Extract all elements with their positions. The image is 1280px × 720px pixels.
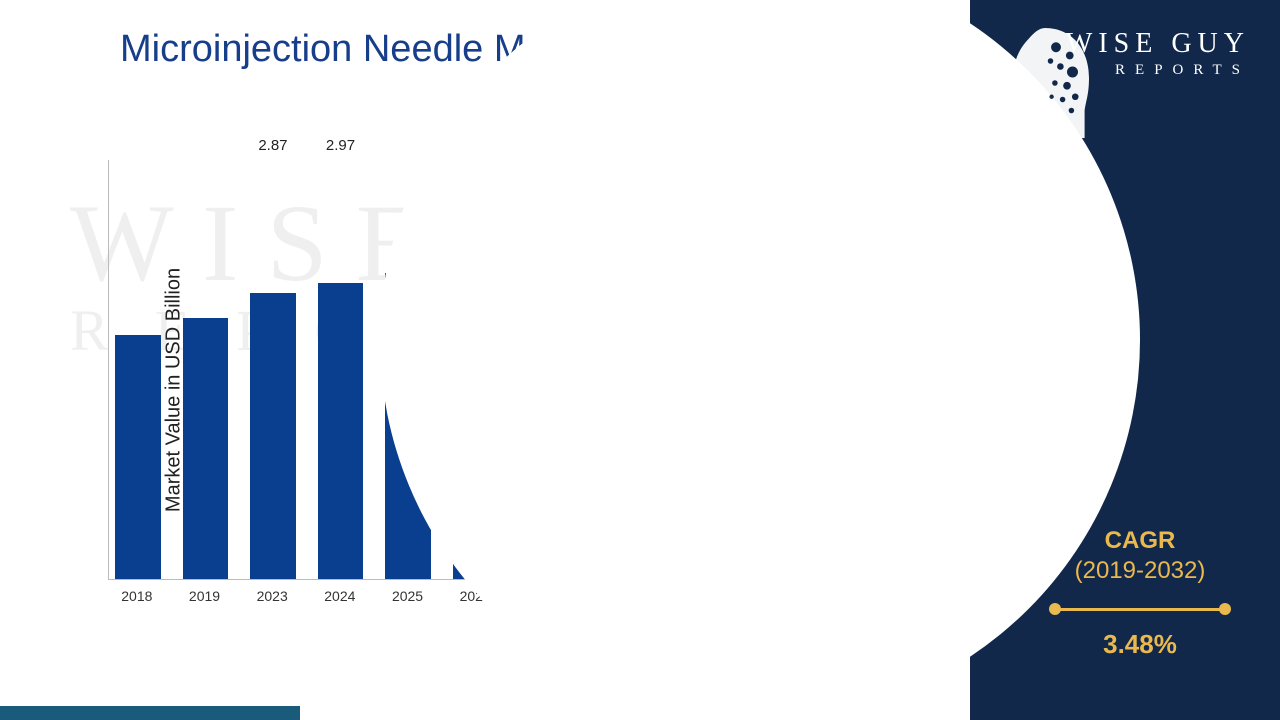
- brand-line2: REPORTS: [1066, 62, 1250, 79]
- bar-rect: [115, 335, 161, 579]
- brand-line1: WISE GUY: [1066, 28, 1250, 60]
- divider-dot-right: [1219, 603, 1231, 615]
- divider-dot-left: [1049, 603, 1061, 615]
- cagr-block: CAGR (2019-2032) 3.48%: [1030, 527, 1250, 660]
- bar-2019: [183, 160, 229, 579]
- x-tick-2018: 2018: [114, 580, 160, 620]
- x-tick-2023: 2023: [249, 580, 295, 620]
- x-tick-2024: 2024: [317, 580, 363, 620]
- cagr-value: 3.48%: [1030, 629, 1250, 660]
- brand-logo: WISE GUY REPORTS: [1066, 28, 1250, 79]
- infographic-stage: Microinjection Needle Market WISE GUY RE…: [0, 0, 1280, 720]
- x-tick-2025: 2025: [385, 580, 431, 620]
- x-tick-2019: 2019: [182, 580, 228, 620]
- bar-2024: 2.97: [318, 160, 364, 579]
- cagr-label: CAGR: [1030, 527, 1250, 555]
- bar-value-label: 2.87: [258, 137, 287, 154]
- bar-2023: 2.87: [250, 160, 296, 579]
- bar-value-label: 2.97: [326, 137, 355, 154]
- cagr-period: (2019-2032): [1030, 557, 1250, 585]
- bar-2018: [115, 160, 161, 579]
- bar-rect: [318, 283, 364, 579]
- bar-rect: [250, 293, 296, 579]
- right-panel: WISE GUY REPORTS CAGR (2019-2032) 3.48%: [970, 0, 1280, 720]
- bottom-strip: [0, 706, 300, 720]
- cagr-divider: [1055, 599, 1225, 619]
- bar-rect: [183, 318, 229, 579]
